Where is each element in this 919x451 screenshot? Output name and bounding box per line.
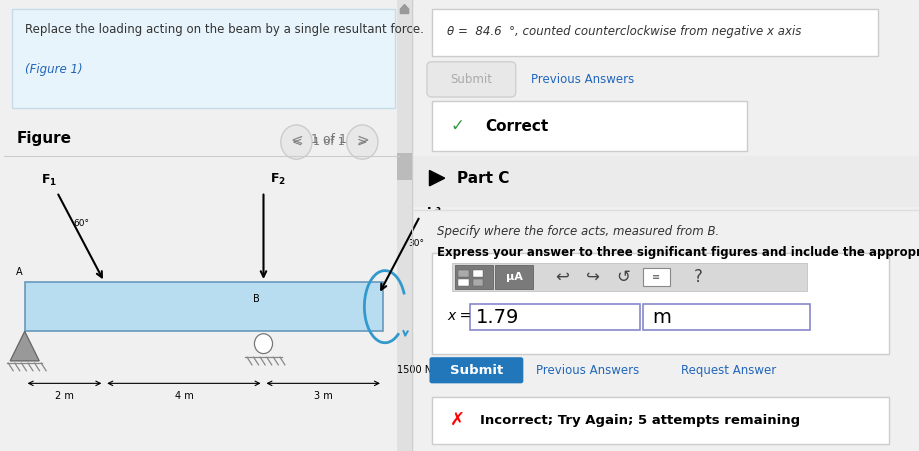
- Text: Specify where the force acts, measured from B.: Specify where the force acts, measured f…: [437, 226, 720, 239]
- Text: $\mathbf{F_1}$: $\mathbf{F_1}$: [40, 172, 57, 188]
- Text: (Figure 1): (Figure 1): [25, 63, 83, 76]
- Bar: [459, 270, 469, 277]
- Text: 4 m: 4 m: [175, 391, 193, 401]
- Text: 1 of 1: 1 of 1: [312, 133, 347, 146]
- Bar: [470, 304, 640, 330]
- Text: θ =  84.6  °, counted counterclockwise from negative x axis: θ = 84.6 °, counted counterclockwise fro…: [448, 25, 801, 38]
- Bar: [459, 279, 469, 286]
- Bar: [25, 282, 383, 331]
- Text: m: m: [652, 308, 672, 327]
- Bar: [642, 304, 810, 330]
- Text: >: >: [357, 136, 368, 148]
- Text: 1.79: 1.79: [476, 308, 519, 327]
- Text: 60°: 60°: [74, 219, 89, 228]
- Polygon shape: [10, 331, 40, 361]
- Text: <: <: [290, 133, 302, 148]
- FancyBboxPatch shape: [455, 265, 493, 289]
- Bar: [397, 0, 412, 451]
- Text: >: >: [356, 133, 369, 148]
- Text: Figure: Figure: [17, 131, 72, 146]
- Text: ✗: ✗: [449, 411, 465, 429]
- Bar: [412, 156, 919, 207]
- Text: Express your answer to three significant figures and include the appropriate uni: Express your answer to three significant…: [437, 246, 919, 259]
- Text: $\mathbf{F_3}$: $\mathbf{F_3}$: [426, 199, 442, 214]
- Text: 3 m: 3 m: [313, 391, 333, 401]
- Text: Incorrect; Try Again; 5 attempts remaining: Incorrect; Try Again; 5 attempts remaini…: [481, 414, 800, 427]
- Text: Correct: Correct: [485, 119, 549, 134]
- FancyBboxPatch shape: [432, 397, 889, 444]
- FancyBboxPatch shape: [429, 357, 523, 383]
- Bar: [472, 279, 482, 286]
- FancyBboxPatch shape: [12, 9, 395, 108]
- Text: ?: ?: [694, 268, 703, 286]
- Text: 2 m: 2 m: [55, 391, 74, 401]
- Text: Request Answer: Request Answer: [681, 364, 776, 377]
- Text: 30°: 30°: [408, 239, 424, 248]
- FancyBboxPatch shape: [432, 9, 879, 56]
- Text: Part C: Part C: [458, 170, 510, 186]
- Text: ✓: ✓: [450, 117, 464, 135]
- FancyBboxPatch shape: [495, 265, 533, 289]
- Text: Replace the loading acting on the beam by a single resultant force.: Replace the loading acting on the beam b…: [25, 23, 424, 36]
- Text: 1 of 1: 1 of 1: [313, 137, 346, 147]
- Text: <: <: [291, 136, 301, 148]
- Bar: [642, 268, 671, 286]
- Bar: [472, 270, 482, 277]
- Text: $\mathbf{F_2}$: $\mathbf{F_2}$: [269, 172, 286, 187]
- Circle shape: [346, 125, 378, 159]
- Text: Submit: Submit: [450, 73, 493, 86]
- Circle shape: [255, 334, 273, 354]
- Text: x =: x =: [448, 308, 471, 323]
- Text: ↺: ↺: [617, 268, 630, 286]
- Text: Previous Answers: Previous Answers: [536, 364, 640, 377]
- Text: ≡: ≡: [652, 272, 661, 282]
- Text: ↪: ↪: [586, 268, 600, 286]
- Circle shape: [281, 125, 312, 159]
- FancyBboxPatch shape: [432, 253, 889, 354]
- Text: ↩: ↩: [555, 268, 569, 286]
- Text: B: B: [253, 294, 259, 304]
- Text: A: A: [16, 267, 23, 277]
- Text: Submit: Submit: [450, 364, 504, 377]
- Bar: [452, 263, 808, 291]
- Polygon shape: [429, 170, 445, 186]
- Text: Previous Answers: Previous Answers: [531, 73, 634, 86]
- Bar: [397, 153, 412, 180]
- Text: 1500 N·m: 1500 N·m: [397, 365, 445, 375]
- Text: μA: μA: [506, 272, 523, 282]
- FancyBboxPatch shape: [427, 62, 516, 97]
- FancyBboxPatch shape: [432, 101, 746, 151]
- FancyArrow shape: [401, 5, 409, 14]
